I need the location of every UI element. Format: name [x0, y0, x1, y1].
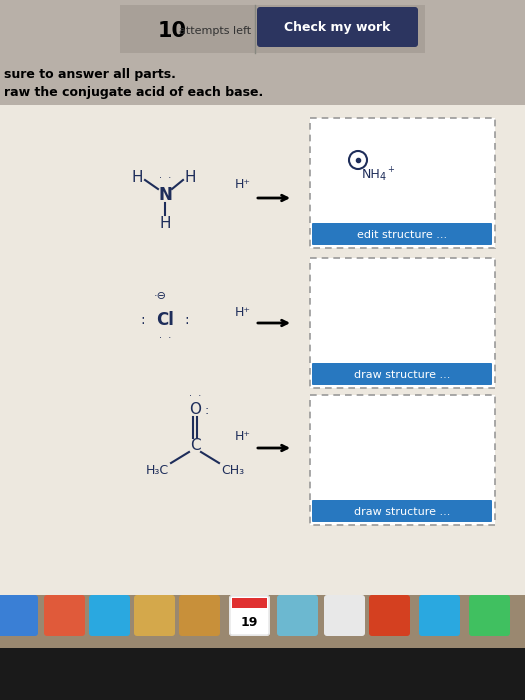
Text: N: N: [158, 186, 172, 204]
FancyBboxPatch shape: [229, 595, 270, 636]
Text: edit structure ...: edit structure ...: [357, 230, 447, 240]
Text: H⁺: H⁺: [235, 430, 251, 444]
FancyBboxPatch shape: [179, 595, 220, 636]
Bar: [310, 258, 495, 388]
Text: C: C: [190, 438, 201, 452]
FancyBboxPatch shape: [324, 595, 365, 636]
FancyBboxPatch shape: [257, 7, 418, 47]
Text: H⁺: H⁺: [235, 178, 251, 192]
FancyBboxPatch shape: [134, 595, 175, 636]
Text: sure to answer all parts.: sure to answer all parts.: [4, 68, 176, 81]
FancyBboxPatch shape: [312, 500, 492, 522]
FancyBboxPatch shape: [469, 595, 510, 636]
Text: NH: NH: [362, 167, 381, 181]
Bar: [232, 598, 267, 608]
FancyBboxPatch shape: [0, 595, 38, 636]
Text: draw structure ...: draw structure ...: [354, 370, 450, 380]
Bar: [120, 5, 425, 53]
Text: +: +: [387, 165, 394, 174]
FancyBboxPatch shape: [312, 363, 492, 385]
FancyBboxPatch shape: [44, 595, 85, 636]
FancyBboxPatch shape: [369, 595, 410, 636]
Bar: [310, 395, 495, 525]
FancyBboxPatch shape: [277, 595, 318, 636]
Text: :: :: [205, 403, 209, 416]
Bar: [310, 118, 495, 248]
Text: O: O: [189, 402, 201, 417]
Text: raw the conjugate acid of each base.: raw the conjugate acid of each base.: [4, 86, 263, 99]
Text: ·  ·: · ·: [159, 333, 171, 343]
Text: ·⊖: ·⊖: [153, 291, 166, 301]
Text: attempts left: attempts left: [179, 26, 251, 36]
FancyBboxPatch shape: [89, 595, 130, 636]
Text: H: H: [131, 169, 143, 185]
Text: H⁺: H⁺: [235, 305, 251, 318]
FancyBboxPatch shape: [230, 596, 269, 635]
Text: 10: 10: [158, 21, 186, 41]
Text: H: H: [159, 216, 171, 230]
Text: :: :: [185, 313, 190, 327]
Text: 19: 19: [240, 615, 258, 629]
Text: H₃C: H₃C: [145, 463, 169, 477]
Text: Check my work: Check my work: [284, 22, 390, 34]
Bar: [0, 105, 525, 595]
Bar: [0, 595, 525, 650]
Text: CH₃: CH₃: [222, 463, 245, 477]
FancyBboxPatch shape: [419, 595, 460, 636]
Bar: [0, 648, 525, 700]
Text: :: :: [141, 313, 145, 327]
Text: 4: 4: [380, 172, 386, 182]
Text: H: H: [184, 169, 196, 185]
Text: draw structure ...: draw structure ...: [354, 507, 450, 517]
Text: ·  ·: · ·: [159, 173, 171, 183]
FancyBboxPatch shape: [312, 223, 492, 245]
Text: Cl: Cl: [156, 311, 174, 329]
Text: ·  ·: · ·: [189, 391, 201, 401]
